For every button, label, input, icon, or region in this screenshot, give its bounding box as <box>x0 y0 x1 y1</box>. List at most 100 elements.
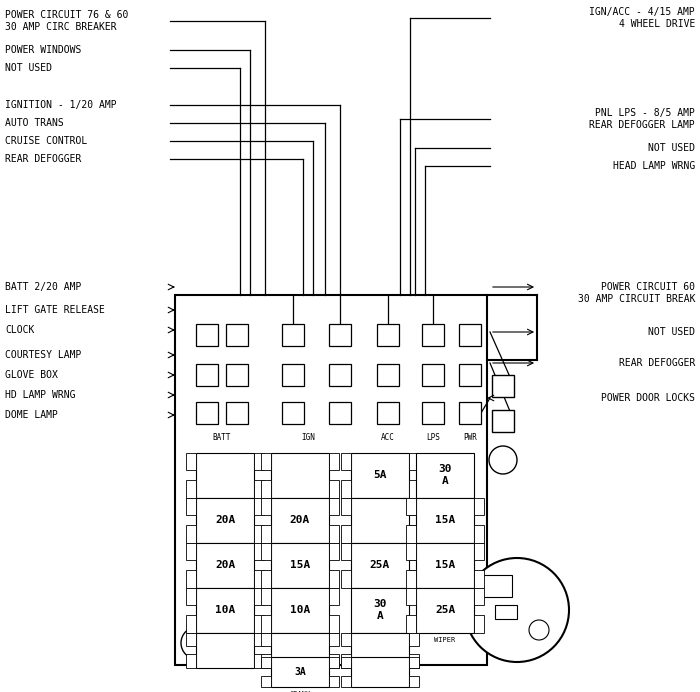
Text: PWR WDO: PWR WDO <box>365 637 395 642</box>
Bar <box>409 480 419 498</box>
Bar <box>405 498 416 515</box>
Text: IGNITION - 1/20 AMP: IGNITION - 1/20 AMP <box>5 100 117 110</box>
Text: IGN/ACC - 4/15 AMP: IGN/ACC - 4/15 AMP <box>589 7 695 17</box>
Bar <box>329 632 340 646</box>
Bar <box>474 570 484 588</box>
Text: 5A: 5A <box>373 470 386 480</box>
Bar <box>254 632 265 646</box>
Text: B: B <box>234 330 240 340</box>
Text: P: P <box>467 330 473 340</box>
Text: INST LPS: INST LPS <box>363 502 397 507</box>
Bar <box>377 364 399 386</box>
Text: I: I <box>290 370 296 380</box>
Bar <box>260 543 271 560</box>
Text: HEAD LAMP WRNG: HEAD LAMP WRNG <box>612 161 695 171</box>
Text: BATT: BATT <box>213 433 231 442</box>
Bar <box>186 570 196 588</box>
Text: B: B <box>234 408 240 418</box>
Bar <box>282 402 304 424</box>
Text: NOT USED: NOT USED <box>5 63 52 73</box>
Text: CLOCK: CLOCK <box>5 325 34 335</box>
Text: 15A: 15A <box>290 560 310 570</box>
Bar <box>341 543 351 560</box>
Text: 30 AMP CIRCUIT BREAK: 30 AMP CIRCUIT BREAK <box>578 294 695 304</box>
Text: LIFT GATE RELEASE: LIFT GATE RELEASE <box>5 305 105 315</box>
Text: 15A: 15A <box>435 515 455 525</box>
Bar <box>474 588 484 605</box>
Bar <box>477 575 512 597</box>
Bar <box>186 588 196 605</box>
Bar <box>196 588 254 632</box>
Bar <box>474 525 484 543</box>
Text: L: L <box>430 408 436 418</box>
Bar <box>459 402 481 424</box>
Text: 20A: 20A <box>290 515 310 525</box>
Bar <box>341 632 351 646</box>
Bar <box>271 543 329 588</box>
Bar <box>254 480 265 498</box>
Bar <box>474 543 484 560</box>
Bar <box>474 615 484 632</box>
Bar <box>409 632 419 646</box>
Bar <box>329 615 340 632</box>
Bar <box>341 453 351 470</box>
Text: W: W <box>337 330 343 340</box>
Text: TURN/BU: TURN/BU <box>285 592 315 597</box>
Bar <box>492 410 514 432</box>
Text: 20A: 20A <box>215 560 235 570</box>
Bar <box>329 498 340 515</box>
Text: CCM 1: CCM 1 <box>289 637 311 642</box>
Bar <box>416 588 474 632</box>
Text: B: B <box>204 370 210 380</box>
Bar <box>341 654 351 668</box>
Bar <box>226 324 248 346</box>
Text: POWER WINDOWS: POWER WINDOWS <box>5 45 81 55</box>
Bar <box>341 525 351 543</box>
Text: DOME LAMP: DOME LAMP <box>5 410 58 420</box>
Bar <box>329 588 340 605</box>
Text: IGN: IGN <box>301 433 315 442</box>
Bar <box>341 657 351 668</box>
Text: IGN/GAUGES: IGN/GAUGES <box>279 547 321 552</box>
Bar <box>254 570 265 588</box>
Bar <box>260 453 271 470</box>
Bar <box>254 453 265 470</box>
Bar <box>329 675 340 687</box>
Bar <box>260 498 271 515</box>
Text: A: A <box>385 330 391 340</box>
Bar <box>196 324 218 346</box>
Bar <box>260 480 271 498</box>
Circle shape <box>181 627 213 659</box>
Text: 25A: 25A <box>370 560 390 570</box>
Text: BATT 2/20 AMP: BATT 2/20 AMP <box>5 282 81 292</box>
Bar <box>186 525 196 543</box>
Bar <box>351 453 409 498</box>
Bar <box>377 402 399 424</box>
Bar <box>329 543 340 560</box>
Text: B: B <box>234 370 240 380</box>
Bar <box>260 588 271 605</box>
Bar <box>405 615 416 632</box>
Bar <box>260 615 271 632</box>
Bar <box>329 453 340 470</box>
Text: W: W <box>337 370 343 380</box>
Bar <box>260 654 271 668</box>
Bar <box>260 570 271 588</box>
Bar <box>186 654 196 668</box>
Text: RADIO: RADIO <box>435 592 456 597</box>
Bar <box>341 480 351 498</box>
Text: 3A: 3A <box>294 667 306 677</box>
Text: 10A: 10A <box>215 605 235 615</box>
Bar <box>186 498 196 515</box>
Text: HD LAMP WRNG: HD LAMP WRNG <box>5 390 76 400</box>
Bar <box>196 543 254 588</box>
Text: REAR DEFOGGER: REAR DEFOGGER <box>5 154 81 164</box>
Bar <box>409 543 419 560</box>
Bar <box>329 402 351 424</box>
Bar <box>282 324 304 346</box>
Bar <box>405 570 416 588</box>
Text: 4 WHEEL DRIVE: 4 WHEEL DRIVE <box>619 19 695 29</box>
Bar <box>329 657 340 668</box>
Text: COURTESY LAMP: COURTESY LAMP <box>5 350 81 360</box>
Circle shape <box>489 446 517 474</box>
